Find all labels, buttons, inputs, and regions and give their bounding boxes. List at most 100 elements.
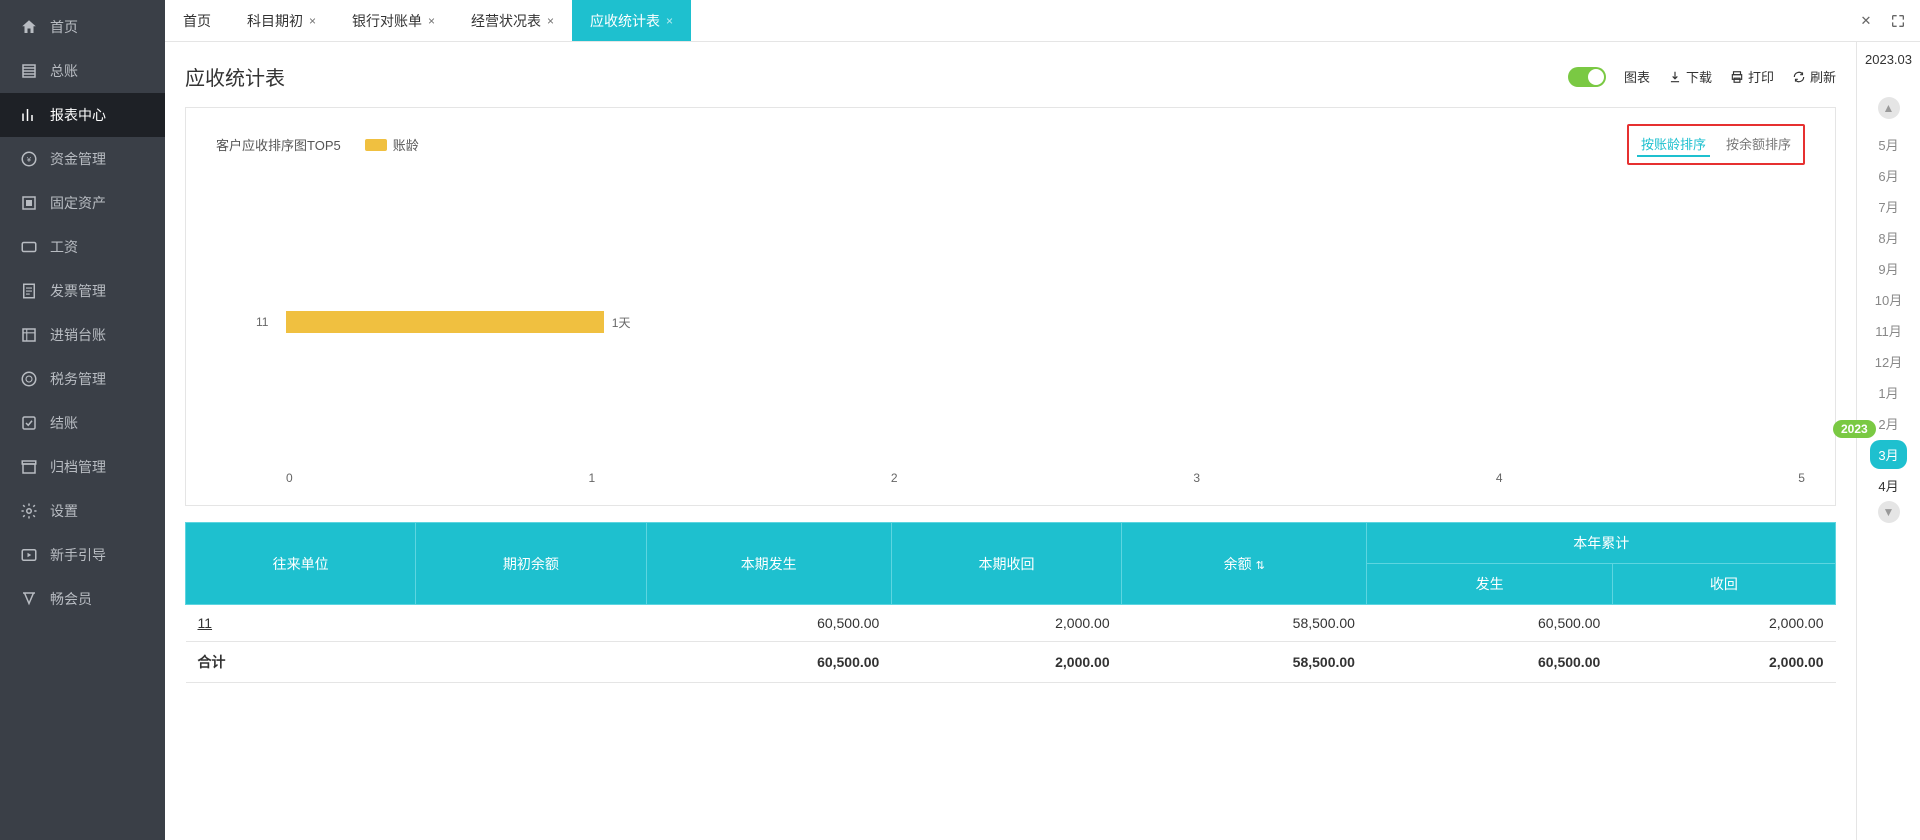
cell-balance: 58,500.00 [1122,642,1367,683]
sort-by-balance-button[interactable]: 按余额排序 [1722,132,1795,157]
th-year-recover[interactable]: 收回 [1612,564,1835,605]
x-tick: 4 [1496,471,1503,485]
y-axis-label: 11 [256,315,268,329]
sidebar-item-ledger[interactable]: 总账 [0,49,165,93]
toggle-label: 图表 [1624,67,1650,86]
refresh-button[interactable]: 刷新 [1792,67,1836,86]
legend-item: 账龄 [365,135,419,154]
sidebar-label: 工资 [50,237,78,257]
ledger-icon [20,62,38,80]
sidebar-item-salary[interactable]: 工资 [0,225,165,269]
sidebar-item-close-book[interactable]: 结账 [0,401,165,445]
month-item[interactable]: 5月 [1870,130,1906,159]
sidebar-label: 新手引导 [50,545,106,565]
th-period-recover[interactable]: 本期收回 [891,523,1121,605]
close-icon[interactable]: × [666,14,673,28]
sidebar-item-funds[interactable]: ¥ 资金管理 [0,137,165,181]
month-item[interactable]: 7月 [1870,192,1906,221]
legend-label: 账龄 [393,135,419,154]
close-book-icon [20,414,38,432]
month-item[interactable]: 4月 [1870,471,1906,500]
tab-label: 应收统计表 [590,11,660,31]
sidebar-item-report-center[interactable]: 报表中心 [0,93,165,137]
chevron-up-icon[interactable]: ▲ [1878,97,1900,119]
month-item-current[interactable]: 3月 [1870,440,1906,469]
fullscreen-icon[interactable] [1888,11,1908,31]
tab-receivables[interactable]: 应收统计表 × [572,0,691,41]
th-balance[interactable]: 余额⇅ [1122,523,1367,605]
close-icon[interactable]: × [428,14,435,28]
cell-unit: 11 [186,605,416,642]
th-unit[interactable]: 往来单位 [186,523,416,605]
close-all-icon[interactable]: ✕ [1856,11,1876,31]
close-icon[interactable]: × [547,14,554,28]
month-item[interactable]: 1月 [1870,378,1906,407]
invoice-icon [20,282,38,300]
sidebar-item-tax[interactable]: 税务管理 [0,357,165,401]
sort-by-age-button[interactable]: 按账龄排序 [1637,132,1710,157]
month-item[interactable]: 8月 [1870,223,1906,252]
th-year-occur[interactable]: 发生 [1367,564,1612,605]
download-button[interactable]: 下载 [1668,67,1712,86]
sidebar-label: 畅会员 [50,589,92,609]
sidebar-item-fixed-asset[interactable]: 固定资产 [0,181,165,225]
tab-subject-opening[interactable]: 科目期初 × [229,0,334,41]
cell-opening [416,605,646,642]
bar-fill [286,311,604,333]
tab-home[interactable]: 首页 [165,0,229,41]
page-title: 应收统计表 [185,62,285,91]
vip-icon [20,590,38,608]
sidebar-item-invoice[interactable]: 发票管理 [0,269,165,313]
sidebar-item-guide[interactable]: 新手引导 [0,533,165,577]
tab-label: 科目期初 [247,11,303,31]
tab-label: 经营状况表 [471,11,541,31]
print-button[interactable]: 打印 [1730,67,1774,86]
sidebar-item-vip[interactable]: 畅会员 [0,577,165,621]
home-icon [20,18,38,36]
month-item[interactable]: 10月 [1867,285,1910,314]
month-item[interactable]: 12月 [1867,347,1910,376]
unit-link[interactable]: 11 [198,615,213,631]
tax-icon [20,370,38,388]
chart-title: 客户应收排序图TOP5 [216,135,341,154]
sidebar-item-archive[interactable]: 归档管理 [0,445,165,489]
tab-bank-reconcile[interactable]: 银行对账单× [334,0,453,41]
gear-icon [20,502,38,520]
th-opening[interactable]: 期初余额 [416,523,646,605]
year-display[interactable]: 2023.03 [1865,52,1912,67]
sidebar-label: 首页 [50,17,78,37]
date-rail: 2023.03 ▲ 5月 6月 7月 8月 9月 10月 11月 12月 202… [1856,42,1920,840]
main-content: 首页 科目期初 × 银行对账单× 经营状况表 × 应收统计表 × ✕ 应收统计表 图表 [165,0,1920,840]
sidebar-label: 结账 [50,413,78,433]
sidebar-item-stock[interactable]: 进销台账 [0,313,165,357]
x-tick: 5 [1798,471,1805,485]
bar-value-label: 1天 [612,314,631,331]
cell-year-occur: 60,500.00 [1367,605,1612,642]
x-tick: 1 [588,471,595,485]
chart-toggle[interactable] [1568,67,1606,87]
tab-operation-status[interactable]: 经营状况表 × [453,0,572,41]
sidebar-item-home[interactable]: 首页 [0,5,165,49]
chart-bar: 1天 [286,311,1875,333]
th-period-occur[interactable]: 本期发生 [646,523,891,605]
chevron-down-icon[interactable]: ▼ [1878,501,1900,523]
x-tick: 2 [891,471,898,485]
month-item[interactable]: 9月 [1870,254,1906,283]
tab-label: 首页 [183,11,211,31]
month-item[interactable]: 6月 [1870,161,1906,190]
tabs-bar: 首页 科目期初 × 银行对账单× 经营状况表 × 应收统计表 × ✕ [165,0,1920,42]
close-icon[interactable]: × [309,14,316,28]
sort-desc-icon[interactable]: ⇅ [1256,560,1265,572]
stock-icon [20,326,38,344]
year-badge: 2023 [1833,420,1876,438]
sidebar-item-settings[interactable]: 设置 [0,489,165,533]
salary-icon [20,238,38,256]
th-year-total: 本年累计 [1367,523,1836,564]
cell-year-recover: 2,000.00 [1612,642,1835,683]
month-item[interactable]: 11月 [1867,316,1910,345]
sidebar-label: 报表中心 [50,105,106,125]
legend-swatch [365,139,387,151]
month-item[interactable]: 2月 [1870,409,1906,438]
archive-icon [20,458,38,476]
cell-year-occur: 60,500.00 [1367,642,1612,683]
